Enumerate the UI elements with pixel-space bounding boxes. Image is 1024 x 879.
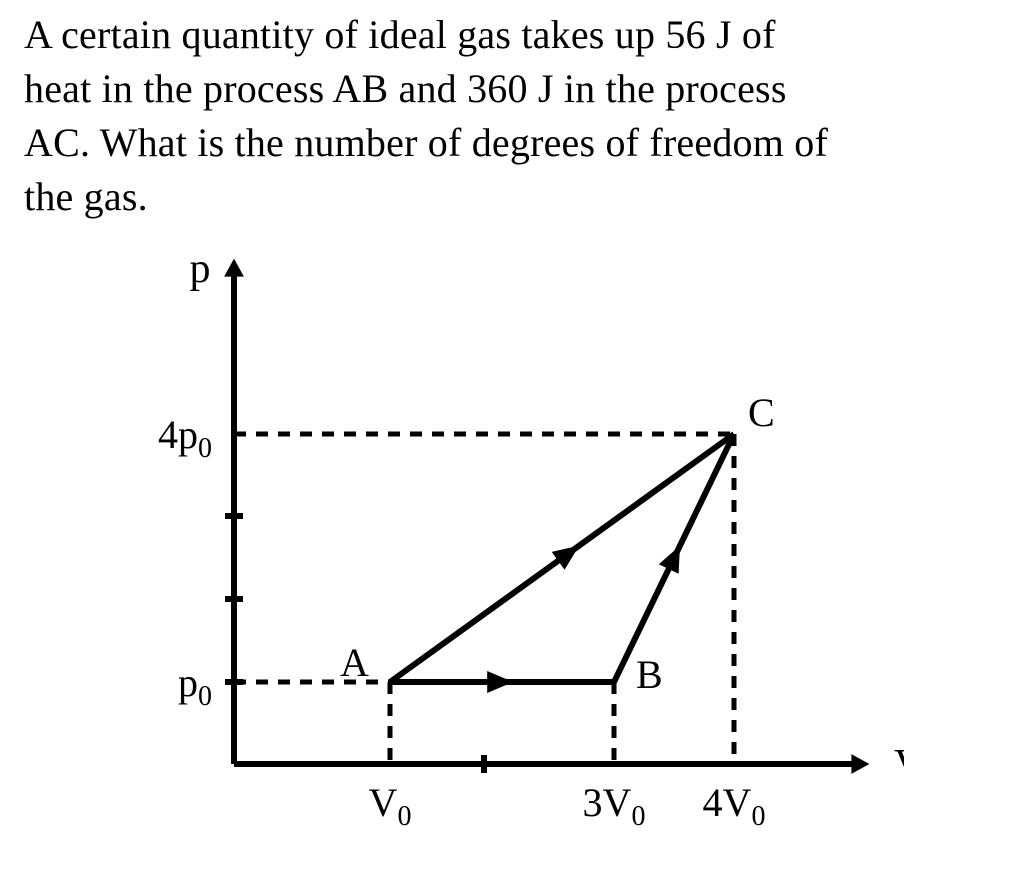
- svg-text:p0: p0: [178, 660, 212, 712]
- svg-text:p: p: [190, 246, 211, 292]
- svg-text:4p0: 4p0: [158, 412, 212, 464]
- svg-text:3V0: 3V0: [583, 780, 646, 832]
- question-line-2: heat in the process AB and 360 J in the …: [24, 66, 787, 111]
- pv-diagram: p Vp0 4p0 V0 3V0 4V0 A B C: [124, 234, 904, 844]
- svg-text:A: A: [340, 640, 369, 685]
- svg-text:4V0: 4V0: [703, 780, 766, 832]
- question-line-4: the gas.: [24, 174, 148, 219]
- svg-text:C: C: [748, 390, 775, 435]
- question-line-1: A certain quantity of ideal gas takes up…: [24, 12, 776, 57]
- question-line-3: AC. What is the number of degrees of fre…: [24, 120, 828, 165]
- svg-text:V: V: [894, 742, 904, 788]
- svg-text:V0: V0: [369, 780, 412, 832]
- svg-text:B: B: [636, 652, 663, 697]
